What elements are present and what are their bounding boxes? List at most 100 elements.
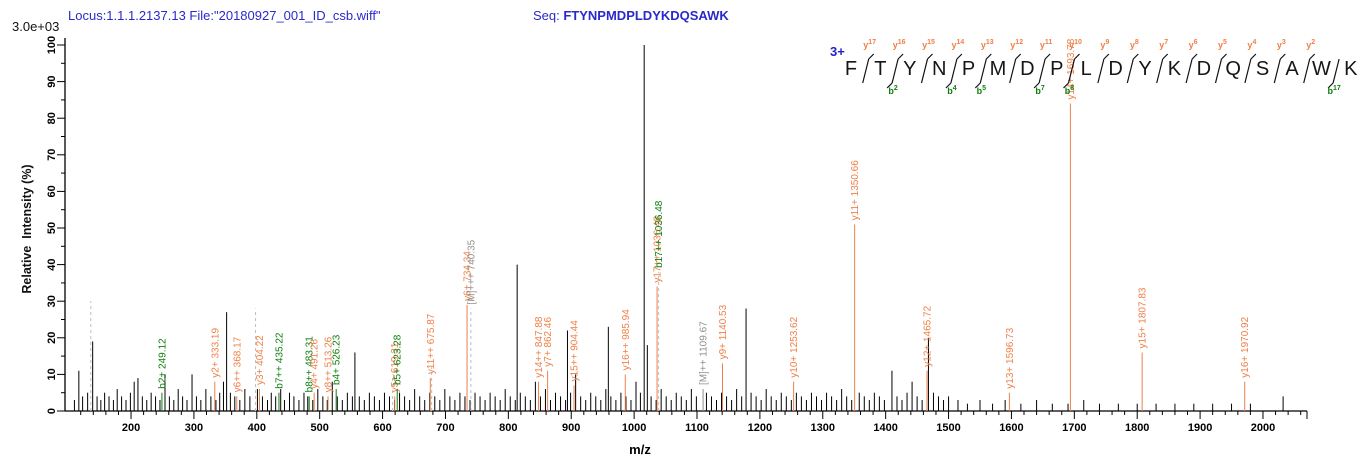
sequence-header: Seq: FTYNPMDPLDYKDQSAWK (533, 8, 729, 23)
y-ion-label: y14 (951, 39, 965, 50)
y-ion-label: y16 (892, 39, 906, 50)
b-ion-label: b7 (1035, 85, 1045, 96)
x-tick-label: 800 (499, 422, 517, 434)
y-ion-hook (1221, 53, 1227, 60)
x-tick-label: 300 (185, 422, 203, 434)
x-axis-label: m/z (629, 442, 651, 457)
y-ion-label: y17 (863, 39, 877, 50)
b-ion-hook (945, 82, 952, 89)
residue-letter: L (1080, 58, 1092, 80)
cleavage-mark (1097, 58, 1105, 84)
precursor-charge-label: 3+ (830, 44, 845, 59)
x-tick-label: 500 (311, 422, 329, 434)
ion-peak-label: y11+ 1350.66 (850, 160, 861, 221)
ion-peak-label: [M]+++ 740.35 (466, 239, 477, 304)
x-tick-label: 1300 (811, 422, 835, 434)
y-tick-label: 50 (46, 222, 58, 234)
y-tick-label: 60 (46, 185, 58, 197)
y-tick-label: 90 (46, 75, 58, 87)
y-ion-label: y9 (1100, 39, 1110, 50)
b-ion-label: b5 (976, 85, 986, 96)
residue-letter: K (1344, 58, 1358, 80)
residue-letter: A (1285, 58, 1299, 80)
spectrum-plot: 200 300 400 500 600 700 800 900 1000 1100 1200 1300… (46, 36, 1308, 457)
x-tick-label: 1800 (1125, 422, 1149, 434)
b-ion-hook (974, 82, 981, 89)
x-tick-label: 1900 (1188, 422, 1212, 434)
residue-letter: S (1255, 58, 1270, 80)
residue-letter: P (961, 58, 976, 80)
ion-peak-label: b17++ 1036.48 (654, 200, 665, 268)
fragment-boundary-marks (862, 53, 1340, 89)
y-ion-hook (1191, 53, 1198, 60)
ion-peak-label: y6++ 368.17 (232, 336, 243, 392)
y-tick-label: 40 (46, 258, 58, 270)
cleavage-mark (1332, 58, 1340, 84)
y-ion-hook (927, 53, 933, 60)
cleavage-mark (891, 58, 899, 84)
ion-peak-label: y5+ 619.31 (390, 342, 401, 392)
x-tick-label: 1400 (873, 422, 897, 434)
y-ion-hook (1044, 53, 1051, 60)
y-tick-label: 10 (46, 368, 58, 380)
ion-peak-label: y11++ 675.87 (426, 313, 437, 374)
y-ion-label: y11 (1039, 39, 1053, 50)
residue-letter: M (989, 58, 1007, 80)
x-tick-label: 1600 (999, 422, 1023, 434)
b-ion-hook (1033, 82, 1040, 89)
residue-letter: D (1020, 58, 1035, 80)
ion-peak-label: b2+ 249.12 (157, 338, 168, 389)
b-ion-hook (886, 82, 893, 89)
y-ion-label: y4 (1247, 39, 1257, 50)
ion-peak-label: y16+ 1970.92 (1240, 316, 1251, 377)
b-ion-label: b17 (1327, 85, 1341, 96)
residue-letter: W (1311, 58, 1331, 80)
x-tick-label: 1500 (936, 422, 960, 434)
residue-letter: N (931, 58, 947, 80)
x-tick-label: 200 (122, 422, 140, 434)
residue-letter: D (1196, 58, 1212, 80)
residue-letter: Y (903, 58, 917, 80)
y-ion-label: y13 (980, 39, 994, 50)
ion-peak-label: y15++ 904.44 (570, 320, 581, 382)
y-ion-hook (1279, 53, 1286, 60)
ion-peak-label: y10+ 1253.62 (789, 316, 800, 377)
ion-peak-label: y8++ 513.26 (324, 336, 335, 392)
y-ion-label: y2 (1306, 39, 1316, 50)
cleavage-mark (1273, 58, 1281, 84)
x-tick-label: 900 (562, 422, 580, 434)
cleavage-mark (1067, 58, 1076, 84)
residue-letter: K (1167, 58, 1182, 80)
ion-peak-label: [M]++ 1109.67 (699, 321, 710, 385)
ion-peak-label: y4+ 491.26 (310, 338, 321, 388)
intensity-scale-label: 3.0e+03 (12, 19, 60, 34)
y-ion-hook (985, 53, 992, 60)
residue-letter: Y (1138, 58, 1152, 80)
y-ion-hook (1132, 53, 1139, 60)
cleavage-mark (979, 58, 987, 84)
y-ion-hook (897, 53, 904, 60)
b-ion-hook (1063, 82, 1069, 89)
x-tick-label: 700 (436, 422, 454, 434)
ion-peak-label: y6+ 734.34 (463, 251, 474, 301)
cleavage-mark (1244, 58, 1252, 84)
cleavage-mark (862, 58, 870, 84)
b-ion-label: b2 (888, 85, 898, 96)
sequence-text: FTYNPMDPLDYKDQSAWK (563, 8, 729, 23)
y-ion-hook (1103, 53, 1110, 60)
y-ion-hook (956, 53, 963, 60)
y-ion-hook (1015, 53, 1022, 60)
x-tick-label: 2000 (1251, 422, 1275, 434)
cleavage-mark (1038, 58, 1046, 84)
x-tick-label: 1000 (622, 422, 646, 434)
cleavage-mark (1009, 58, 1017, 84)
ion-peak-label: y2+ 333.19 (210, 328, 221, 378)
ion-peak-label: y15+ 1807.83 (1138, 287, 1149, 348)
locus-file-header: Locus:1.1.1.2137.13 File:"20180927_001_I… (68, 8, 381, 23)
y-ion-label: y5 (1218, 39, 1227, 50)
residue-letter: Q (1225, 58, 1241, 80)
y-ion-label: y10 (1069, 39, 1082, 50)
cleavage-mark (1126, 58, 1134, 84)
y-ion-label: y8 (1129, 39, 1139, 50)
